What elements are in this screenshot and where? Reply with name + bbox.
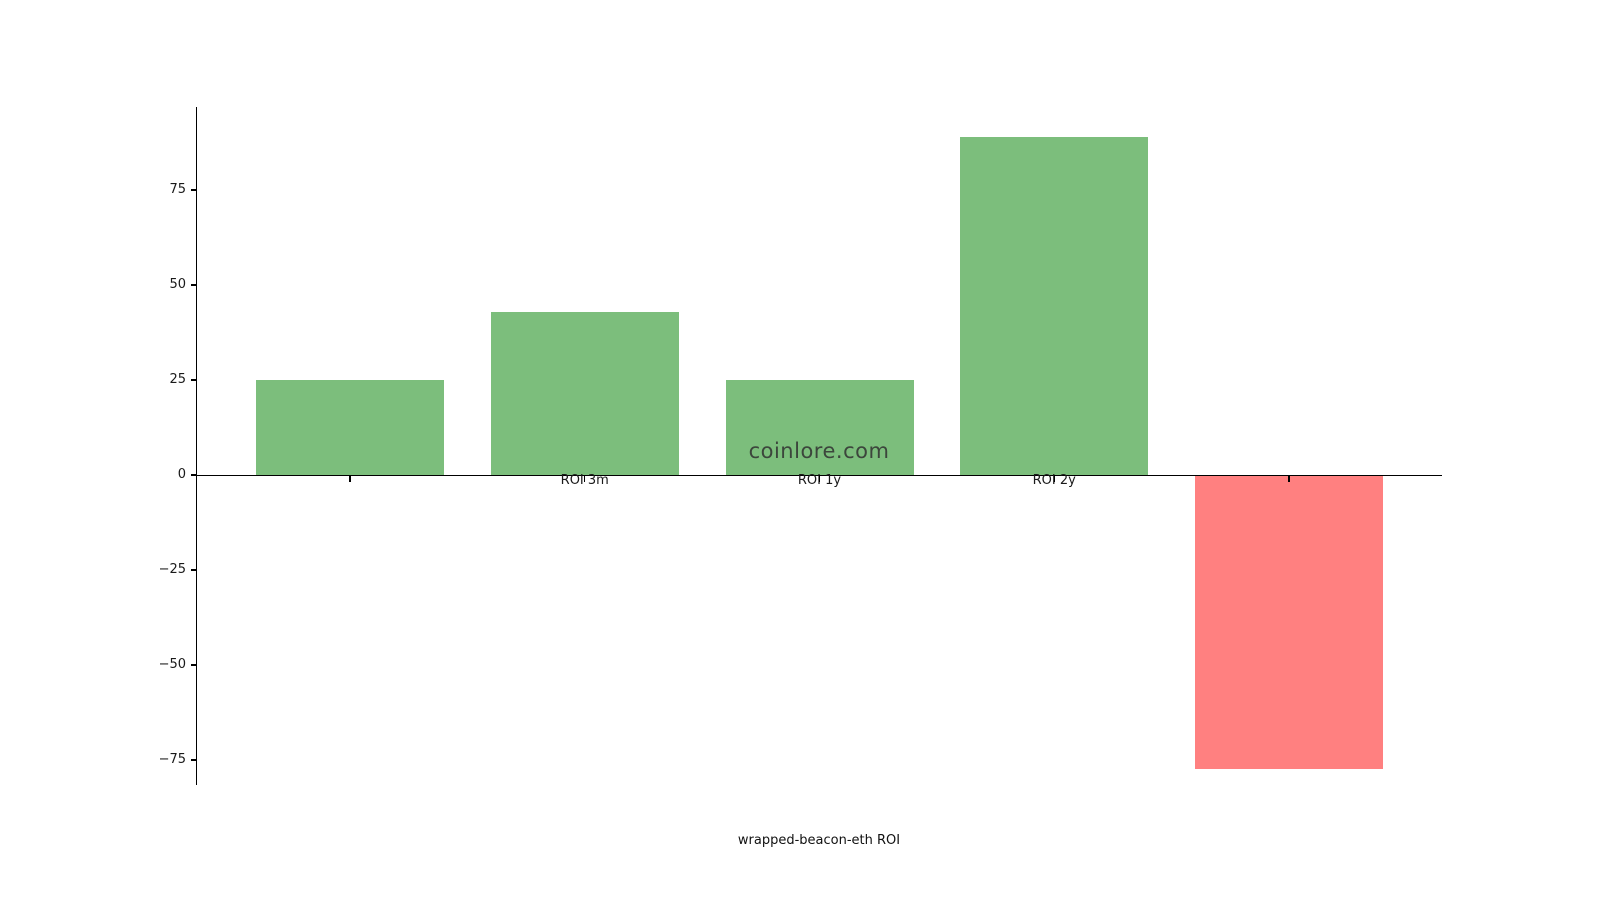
x-tick-mark [1053,475,1055,482]
y-tick-label: 50 [169,277,186,292]
y-tick-mark [191,189,196,191]
chart-title: wrapped-beacon-eth ROI [737,833,901,848]
y-tick-mark [191,664,196,666]
y-tick-label: −75 [158,752,186,767]
y-tick-label: −50 [158,657,186,672]
x-tick-mark [818,475,821,482]
x-tick-mark [349,475,351,482]
x-tick-mark [584,475,586,482]
y-tick-label: 75 [169,182,186,197]
y-tick-mark [191,284,196,286]
y-tick-mark [191,474,196,476]
y-tick-label: −25 [158,562,186,577]
y-axis-spine [196,107,198,785]
y-tick-mark [191,569,196,571]
y-tick-mark [191,379,196,381]
bar-roi-3m [490,311,679,475]
x-tick-mark [1288,475,1290,482]
y-tick-label: 0 [177,467,186,482]
bar-category-0 [256,380,444,475]
y-tick-mark [191,759,196,761]
watermark-text: coinlore.com [748,439,890,463]
bar-category-4 [1195,476,1383,769]
bar-roi-1y [725,380,914,475]
y-tick-label: 25 [169,372,186,387]
bar-roi-2y [960,136,1149,475]
